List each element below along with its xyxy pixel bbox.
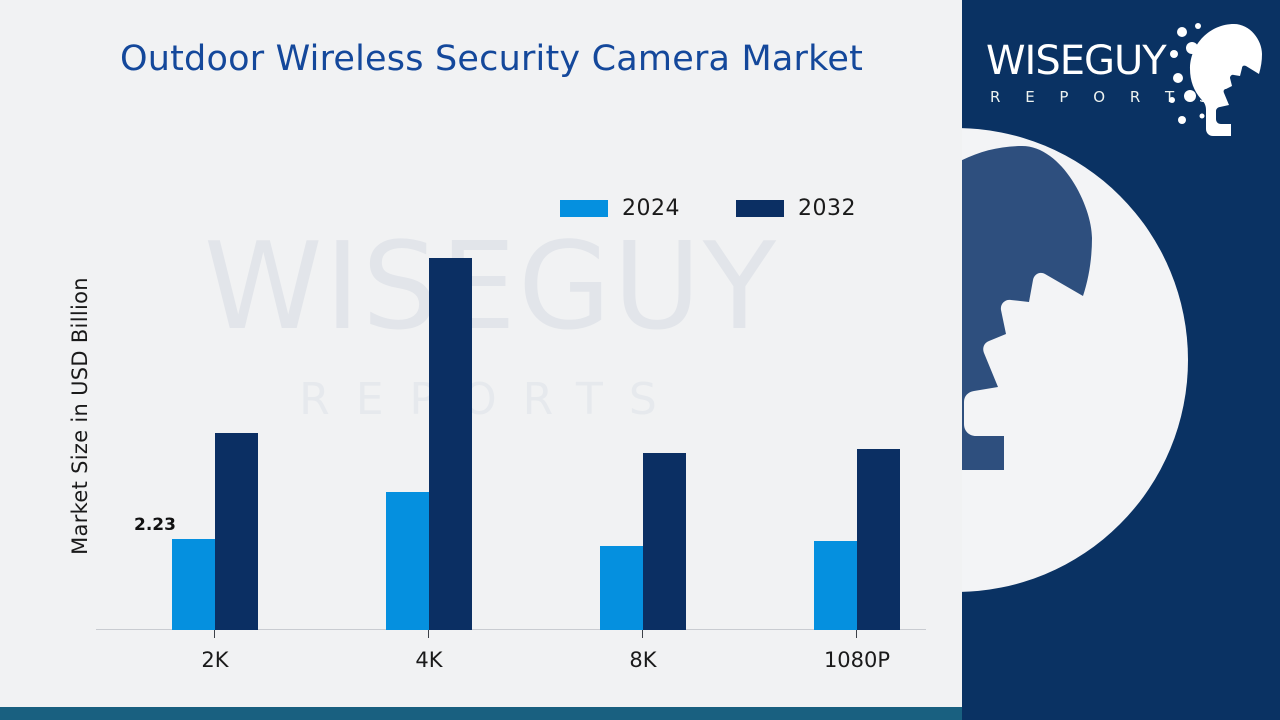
x-axis-tick (642, 630, 643, 638)
brand-panel: WISEGUY R E P O R T S (962, 0, 1280, 720)
legend-item-2024[interactable]: 2024 (560, 196, 680, 221)
bar-2024[interactable] (600, 545, 643, 630)
brand-subtitle: R E P O R T S (990, 88, 1219, 106)
bar-2032[interactable] (215, 433, 258, 630)
bar-2024[interactable]: 2.23 (134, 515, 215, 630)
chart-legend: 2024 2032 (560, 196, 856, 221)
x-axis-label: 4K (415, 648, 443, 672)
x-axis-tick (214, 630, 215, 638)
x-axis-label: 2K (201, 648, 229, 672)
page-title: Outdoor Wireless Security Camera Market (120, 39, 864, 79)
legend-swatch-2032 (736, 200, 784, 217)
x-axis-tick (428, 630, 429, 638)
legend-swatch-2024 (560, 200, 608, 217)
bar-2032[interactable] (643, 452, 686, 630)
head-silhouette-icon (962, 146, 1092, 470)
x-axis-line (96, 629, 926, 630)
bottom-accent-strip (0, 707, 962, 720)
legend-item-2032[interactable]: 2032 (736, 196, 856, 221)
bar-2024[interactable] (814, 541, 857, 630)
legend-label-2032: 2032 (798, 196, 856, 221)
x-axis-label: 8K (629, 648, 657, 672)
x-axis-label: 1080P (823, 648, 891, 672)
brand-wordmark: WISEGUY (986, 38, 1167, 84)
bar-2032[interactable] (857, 448, 900, 630)
plot-area: 2.23 2K 4K 8K 1080P (96, 230, 926, 672)
legend-label-2024: 2024 (622, 196, 680, 221)
bar-value-label: 2.23 (134, 515, 176, 536)
dot-pattern-decoration (962, 150, 1032, 570)
y-axis-title: Market Size in USD Billion (68, 277, 92, 555)
chart-area: WISEGUY REPORTS Outdoor Wireless Securit… (0, 39, 962, 720)
logo-head-icon (1169, 23, 1262, 136)
brand-logo: WISEGUY R E P O R T S (986, 23, 1262, 136)
bar-2032[interactable] (429, 258, 472, 630)
x-axis-tick (856, 630, 857, 638)
bar-2024[interactable] (386, 491, 429, 630)
